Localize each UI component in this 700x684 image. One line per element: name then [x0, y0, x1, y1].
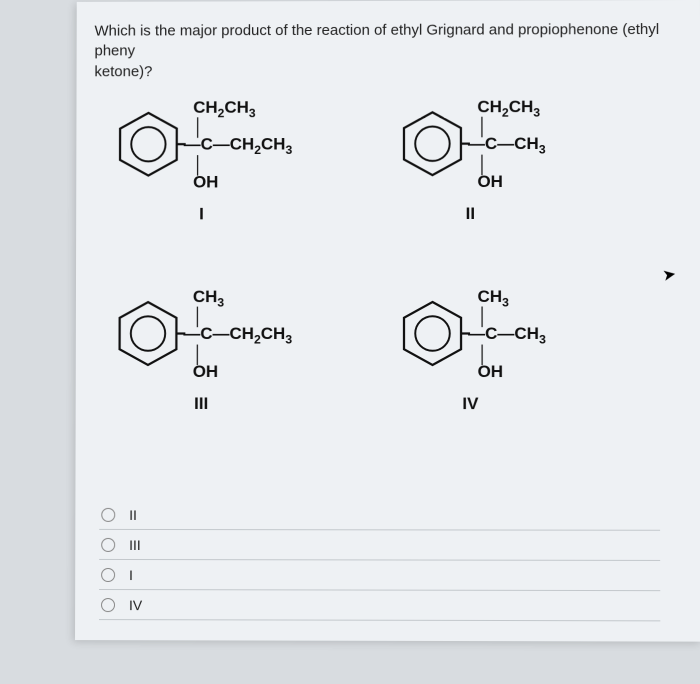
benzene-icon: [111, 296, 186, 371]
question-card: Which is the major product of the reacti…: [75, 0, 700, 642]
structure-2: CH2CH3 │ —C—CH3 │ OH II: [395, 98, 546, 224]
option-row[interactable]: II: [99, 500, 660, 531]
figures-area: CH2CH3 │ —C—CH2CH3 │ OH I CH2CH3: [75, 93, 700, 494]
structure-formula: CH2CH3 │ —C—CH3 │ OH: [468, 98, 546, 190]
option-label: II: [129, 506, 137, 522]
structure-formula: CH3 │ —C—CH2CH3 │ OH: [183, 288, 292, 380]
option-row[interactable]: I: [99, 560, 660, 591]
benzene-icon: [395, 296, 470, 371]
structure-formula: CH2CH3 │ —C—CH2CH3 │ OH: [184, 98, 293, 190]
question-text: Which is the major product of the reacti…: [77, 0, 700, 94]
cursor-icon: ➤: [660, 264, 677, 286]
structure-numeral: III: [194, 394, 208, 414]
structure-numeral: IV: [462, 394, 478, 414]
option-label: I: [129, 567, 133, 583]
structure-formula: CH3 │ —C—CH3 │ OH: [468, 288, 546, 380]
radio-icon[interactable]: [101, 537, 115, 551]
structure-numeral: I: [199, 204, 204, 224]
structure-numeral: II: [466, 204, 475, 224]
structure-4: CH3 │ —C—CH3 │ OH IV: [395, 288, 546, 414]
structure-1: CH2CH3 │ —C—CH2CH3 │ OH I: [111, 98, 292, 224]
benzene-icon: [111, 107, 186, 182]
benzene-icon: [395, 107, 470, 182]
options-list: II III I IV: [99, 500, 660, 621]
option-row[interactable]: IV: [99, 590, 660, 621]
option-row[interactable]: III: [99, 530, 660, 561]
radio-icon[interactable]: [101, 507, 115, 521]
radio-icon[interactable]: [101, 567, 115, 581]
option-label: III: [129, 536, 141, 552]
option-label: IV: [129, 597, 142, 613]
radio-icon[interactable]: [101, 598, 115, 612]
structure-3: CH3 │ —C—CH2CH3 │ OH III: [110, 288, 292, 414]
